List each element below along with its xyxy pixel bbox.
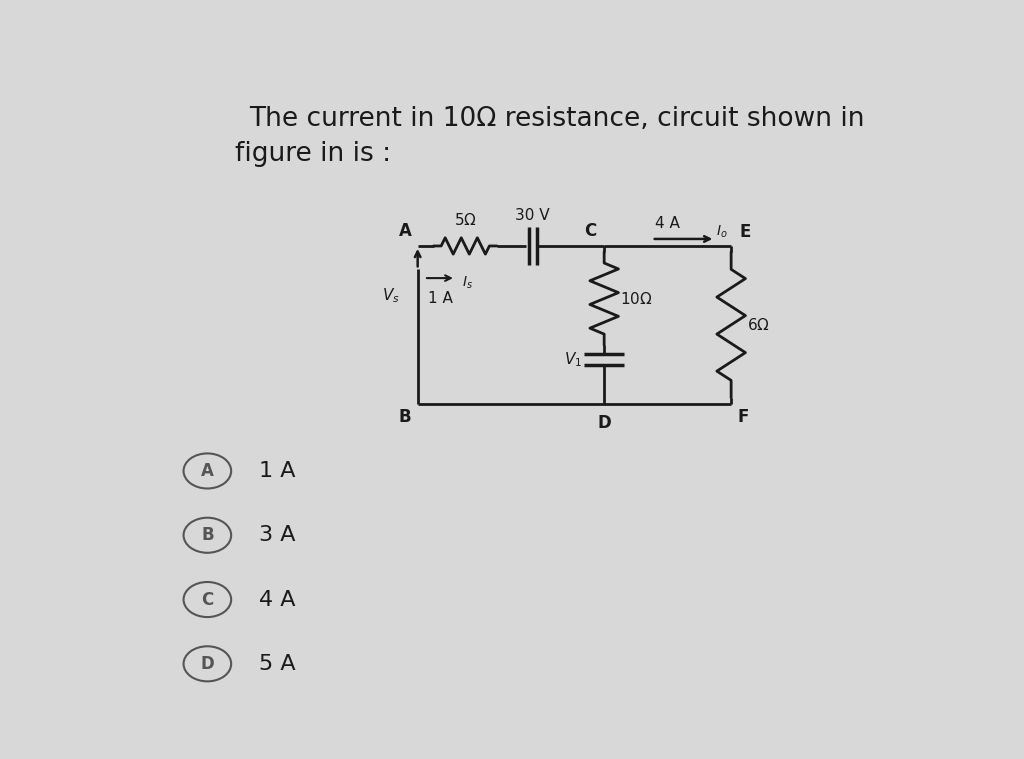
Text: 1 A: 1 A [428, 291, 453, 306]
Text: 1 A: 1 A [259, 461, 296, 481]
Text: F: F [737, 408, 749, 427]
Text: 5 A: 5 A [259, 653, 296, 674]
Text: 3 A: 3 A [259, 525, 296, 545]
Text: $I_o$: $I_o$ [716, 224, 727, 240]
Text: D: D [597, 414, 611, 433]
Text: 6$\Omega$: 6$\Omega$ [748, 317, 770, 333]
Text: $V_s$: $V_s$ [382, 286, 400, 305]
Text: 10$\Omega$: 10$\Omega$ [620, 291, 652, 307]
Text: A: A [201, 462, 214, 480]
Text: 30 V: 30 V [515, 207, 550, 222]
Text: D: D [201, 655, 214, 672]
Text: A: A [398, 222, 412, 240]
Text: $I_s$: $I_s$ [462, 275, 473, 291]
Text: $V_1$: $V_1$ [564, 350, 582, 369]
Text: C: C [584, 222, 596, 240]
Text: B: B [398, 408, 412, 427]
Text: The current in 10Ω resistance, circuit shown in: The current in 10Ω resistance, circuit s… [249, 106, 864, 132]
Text: B: B [201, 526, 214, 544]
Text: 4 A: 4 A [259, 590, 296, 609]
Text: 4 A: 4 A [655, 216, 680, 231]
Text: C: C [202, 591, 213, 609]
Text: E: E [739, 223, 751, 241]
Text: 5$\Omega$: 5$\Omega$ [454, 213, 477, 228]
Text: figure in is :: figure in is : [236, 140, 391, 167]
